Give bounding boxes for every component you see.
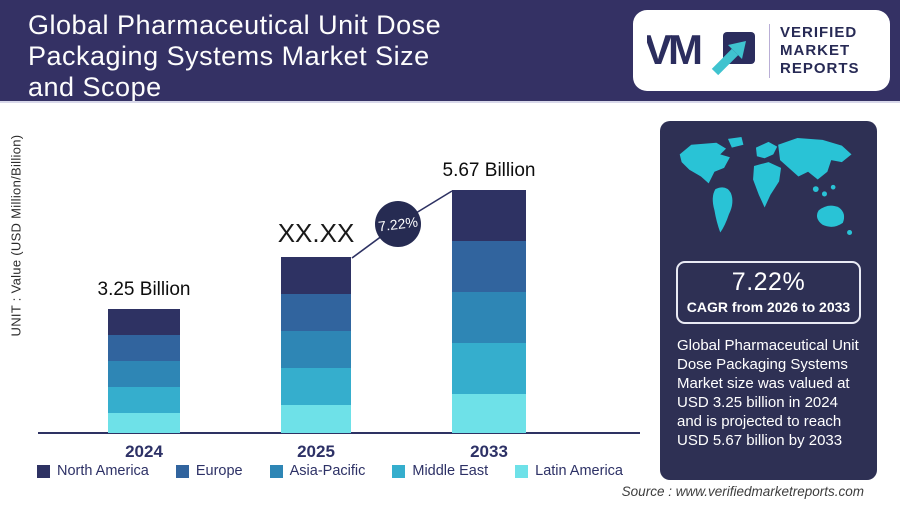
brand-name-line3: REPORTS xyxy=(780,59,860,77)
legend-swatch xyxy=(36,464,50,478)
bar-segment-asia-pacific xyxy=(108,361,180,388)
legend-swatch xyxy=(175,464,189,478)
bar-segment-europe xyxy=(108,335,180,362)
bar-chart: UNIT : Value (USD Million/Billion) 3.25 … xyxy=(0,134,660,479)
vmr-logo-icon: VM xyxy=(647,26,755,75)
legend-swatch xyxy=(269,464,283,478)
cagr-badge xyxy=(375,201,421,247)
bar-segment-north-america xyxy=(281,257,351,294)
brand-name: VERIFIED MARKET REPORTS xyxy=(780,24,860,78)
x-axis-line xyxy=(38,432,640,434)
legend-label: Europe xyxy=(195,463,243,479)
bar-segment-asia-pacific xyxy=(452,292,526,344)
bar-segment-north-america xyxy=(108,309,180,336)
bar-segment-north-america xyxy=(452,190,526,242)
bar-value-label-2025: XX.XX xyxy=(277,218,355,248)
bar-segment-europe xyxy=(281,293,351,331)
x-axis-tick-2033: 2033 xyxy=(470,442,508,461)
cagr-period: CAGR from 2026 to 2033 xyxy=(686,299,851,315)
bar-segment-europe xyxy=(452,241,526,293)
cagr-box: 7.22% CAGR from 2026 to 2033 xyxy=(676,261,861,324)
bar-segment-middle-east xyxy=(452,343,526,395)
bar-value-label-2024: 3.25 Billion xyxy=(97,279,191,300)
brand-name-line1: VERIFIED xyxy=(780,23,858,41)
cagr-badge-label: 7.22% xyxy=(377,214,418,235)
vmr-logo-mark: VM xyxy=(647,26,701,73)
brand-name-line2: MARKET xyxy=(780,41,851,59)
bar-segment-middle-east xyxy=(281,367,351,405)
bar-2025 xyxy=(281,257,351,433)
world-map-icon xyxy=(679,136,853,236)
chart-legend: North America Europe Asia-Pacific Middle Ea… xyxy=(0,463,660,479)
x-axis-tick-2025: 2025 xyxy=(297,442,335,461)
y-axis-label: UNIT : Value (USD Million/Billion) xyxy=(8,134,24,337)
page-title-line2: Packaging Systems Market Size xyxy=(28,41,430,71)
bar-segment-asia-pacific xyxy=(281,330,351,368)
legend-label: Middle East xyxy=(412,463,489,479)
legend-item-latin-america: Latin America xyxy=(515,463,623,479)
source-attribution: Source : www.verifiedmarketreports.com xyxy=(621,484,864,499)
legend-swatch xyxy=(392,464,406,478)
legend-label: North America xyxy=(56,463,149,479)
legend-item-north-america: North America xyxy=(36,463,149,479)
cagr-value: 7.22% xyxy=(731,268,806,296)
bar-segment-latin-america xyxy=(281,404,351,433)
market-summary-text: Global Pharmaceutical Unit Dose Packagin… xyxy=(677,337,859,449)
legend-item-asia-pacific: Asia-Pacific xyxy=(269,463,366,479)
bar-segment-latin-america xyxy=(452,394,526,433)
cagr-connector-line xyxy=(351,190,453,259)
page-title-line3: and Scope xyxy=(28,72,162,102)
legend-item-middle-east: Middle East xyxy=(392,463,488,479)
summary-panel: 7.22% CAGR from 2026 to 2033 Global Phar… xyxy=(660,121,877,480)
logo-divider xyxy=(769,23,770,78)
bar-segment-latin-america xyxy=(108,413,180,433)
legend-swatch xyxy=(515,464,529,478)
brand-logo: VM VERIFIED MARKET REPORTS xyxy=(633,10,890,91)
bar-2033 xyxy=(452,190,526,433)
bar-segment-middle-east xyxy=(108,387,180,414)
legend-label: Asia-Pacific xyxy=(289,463,366,479)
legend-item-europe: Europe xyxy=(175,463,243,479)
page-title: Global Pharmaceutical Unit Dose Packagin… xyxy=(28,10,498,102)
header-banner: Global Pharmaceutical Unit Dose Packagin… xyxy=(0,0,900,103)
x-axis-tick-2024: 2024 xyxy=(125,442,163,461)
bar-value-label-2033: 5.67 Billion xyxy=(442,160,536,181)
page-title-line1: Global Pharmaceutical Unit Dose xyxy=(28,10,442,40)
bar-2024 xyxy=(108,309,180,433)
legend-label: Latin America xyxy=(535,463,623,479)
